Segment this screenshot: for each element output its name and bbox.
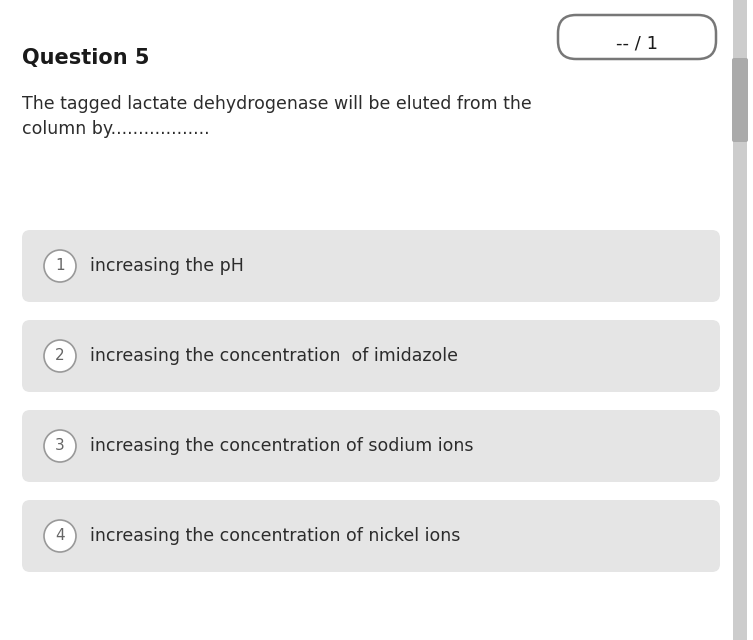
FancyBboxPatch shape	[558, 15, 716, 59]
Text: -- / 1: -- / 1	[616, 35, 658, 53]
Text: increasing the concentration  of imidazole: increasing the concentration of imidazol…	[90, 347, 458, 365]
FancyBboxPatch shape	[22, 410, 720, 482]
FancyBboxPatch shape	[22, 500, 720, 572]
Circle shape	[44, 430, 76, 462]
FancyBboxPatch shape	[732, 58, 748, 142]
Text: The tagged lactate dehydrogenase will be eluted from the: The tagged lactate dehydrogenase will be…	[22, 95, 532, 113]
Circle shape	[44, 250, 76, 282]
Text: increasing the concentration of nickel ions: increasing the concentration of nickel i…	[90, 527, 460, 545]
Text: 3: 3	[55, 438, 65, 454]
Circle shape	[44, 340, 76, 372]
Bar	[733, 0, 747, 640]
Text: 1: 1	[55, 259, 65, 273]
FancyBboxPatch shape	[22, 320, 720, 392]
Circle shape	[44, 520, 76, 552]
Text: 4: 4	[55, 529, 65, 543]
Text: Question 5: Question 5	[22, 48, 150, 68]
Text: increasing the concentration of sodium ions: increasing the concentration of sodium i…	[90, 437, 474, 455]
Text: column by..................: column by..................	[22, 120, 209, 138]
FancyBboxPatch shape	[22, 230, 720, 302]
Text: increasing the pH: increasing the pH	[90, 257, 244, 275]
Text: 2: 2	[55, 349, 65, 364]
